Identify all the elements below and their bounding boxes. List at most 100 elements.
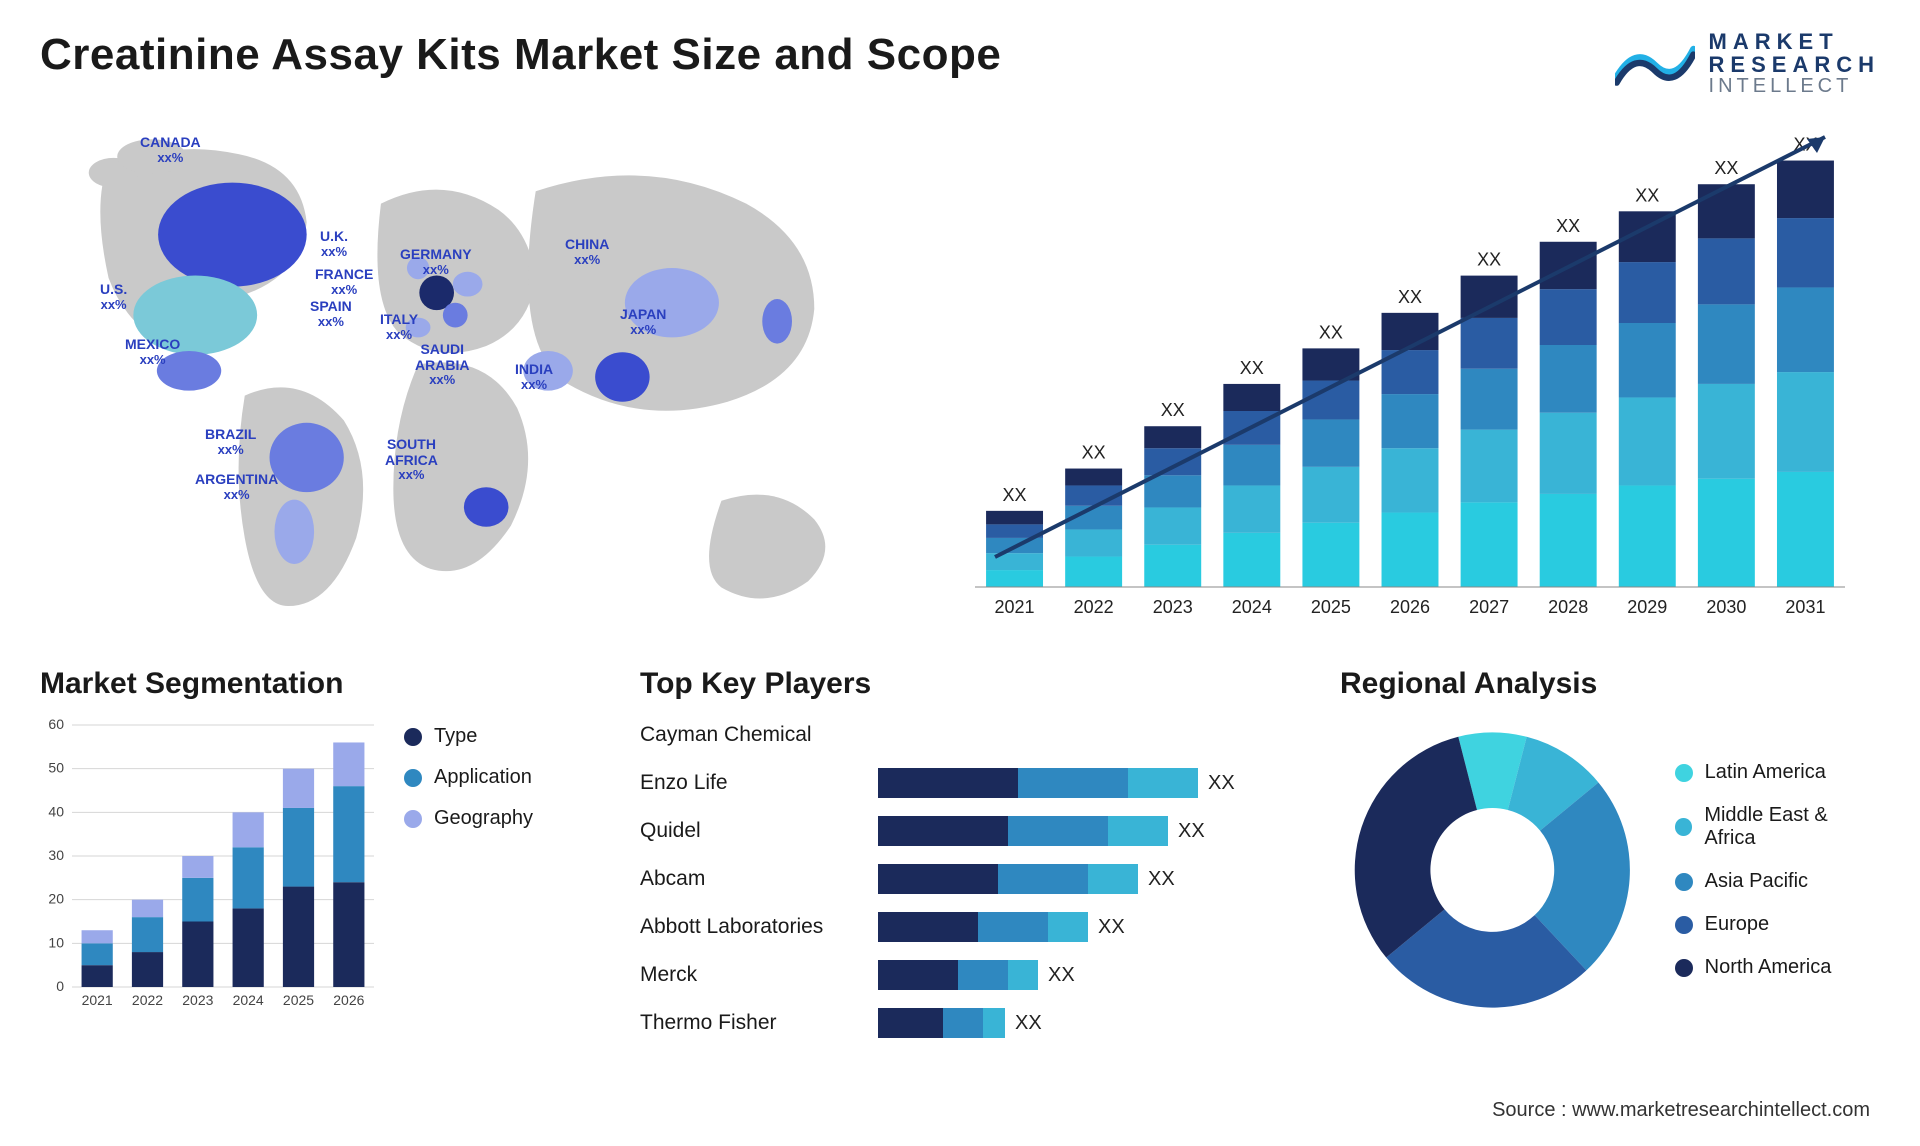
legend-item: Europe: [1675, 913, 1880, 936]
legend-swatch: [404, 810, 422, 828]
player-name: Abbott Laboratories: [640, 915, 864, 939]
seg-bar-segment: [283, 887, 314, 987]
player-bar-segment: [1008, 816, 1108, 846]
growth-bar-segment: [1461, 318, 1518, 369]
growth-bar-label: XX: [1240, 358, 1264, 378]
map-label: INDIAxx%: [515, 362, 553, 392]
map-country-pct: xx%: [515, 378, 553, 392]
regional-donut: [1340, 715, 1645, 1025]
legend-label: Geography: [434, 807, 533, 830]
legend-item: Application: [404, 766, 533, 789]
seg-ytick: 40: [48, 804, 64, 820]
player-bar-segment: [978, 912, 1048, 942]
seg-bar-segment: [233, 909, 264, 988]
player-name: Cayman Chemical: [640, 723, 864, 747]
logo-text-2: RESEARCH: [1709, 53, 1880, 76]
segmentation-panel: Market Segmentation 01020304050602021202…: [40, 667, 600, 1043]
growth-bar-segment: [1382, 448, 1439, 512]
regional-panel: Regional Analysis Latin AmericaMiddle Ea…: [1340, 667, 1880, 1043]
seg-bar-segment: [283, 769, 314, 808]
seg-bar-segment: [182, 856, 213, 878]
logo-mark-icon: [1615, 31, 1695, 96]
source-text: Source : www.marketresearchintellect.com: [1492, 1099, 1870, 1122]
map-country-name: FRANCE: [315, 266, 373, 282]
growth-bar-label: XX: [1398, 287, 1422, 307]
growth-bar-segment: [1540, 289, 1597, 345]
growth-bar-segment: [1698, 184, 1755, 238]
map-country-pct: xx%: [205, 443, 256, 457]
growth-bar-segment: [986, 511, 1043, 525]
growth-bar-segment: [1065, 530, 1122, 557]
seg-bar-segment: [82, 944, 113, 966]
legend-label: Application: [434, 766, 532, 789]
growth-bar-segment: [986, 570, 1043, 587]
growth-bar-label: XX: [1556, 216, 1580, 236]
growth-bar-segment: [1144, 508, 1201, 545]
growth-bar-segment: [1540, 345, 1597, 413]
player-bar-segment: [878, 768, 1018, 798]
seg-year-label: 2024: [233, 992, 264, 1008]
seg-ytick: 0: [56, 978, 64, 994]
seg-bar-segment: [182, 922, 213, 988]
player-bar: [878, 1008, 1005, 1038]
growth-bar-segment: [1777, 372, 1834, 472]
map-label: U.S.xx%: [100, 282, 127, 312]
player-value: XX: [1048, 964, 1075, 987]
growth-year-label: 2026: [1390, 597, 1430, 617]
seg-bar-segment: [82, 965, 113, 987]
player-bar-segment: [1108, 816, 1168, 846]
growth-year-label: 2022: [1074, 597, 1114, 617]
player-bar-segment: [878, 1008, 943, 1038]
map-label: SPAINxx%: [310, 299, 352, 329]
player-bar-segment: [1048, 912, 1088, 942]
legend-item: Asia Pacific: [1675, 870, 1880, 893]
seg-bar-segment: [283, 808, 314, 887]
map-country-pct: xx%: [320, 245, 348, 259]
map-label: GERMANYxx%: [400, 247, 472, 277]
map-country-name: MEXICO: [125, 336, 180, 352]
player-bar-segment: [878, 912, 978, 942]
growth-bar-segment: [1382, 313, 1439, 350]
growth-bar-segment: [1223, 445, 1280, 486]
seg-bar-segment: [333, 743, 364, 787]
growth-bar-segment: [1540, 413, 1597, 494]
growth-bar-segment: [1619, 323, 1676, 397]
growth-bar-segment: [1302, 420, 1359, 467]
map-country-name: CANADA: [140, 134, 201, 150]
map-country-name: INDIA: [515, 361, 553, 377]
growth-year-label: 2025: [1311, 597, 1351, 617]
player-bar-segment: [1018, 768, 1128, 798]
growth-bar-segment: [1698, 479, 1755, 587]
growth-bar-segment: [1619, 262, 1676, 323]
growth-bar-segment: [1461, 430, 1518, 503]
legend-item: Type: [404, 725, 533, 748]
growth-bar-segment: [1698, 384, 1755, 479]
legend-swatch: [404, 728, 422, 746]
player-row: Thermo FisherXX: [640, 1003, 1300, 1043]
player-row: Abbott LaboratoriesXX: [640, 907, 1300, 947]
regional-title: Regional Analysis: [1340, 667, 1880, 701]
page-title: Creatinine Assay Kits Market Size and Sc…: [40, 30, 1001, 80]
player-name: Enzo Life: [640, 771, 864, 795]
map-country-name: U.K.: [320, 228, 348, 244]
world-map: CANADAxx%U.S.xx%MEXICOxx%BRAZILxx%ARGENT…: [40, 117, 920, 637]
growth-bar-segment: [1223, 486, 1280, 533]
seg-bar-segment: [132, 900, 163, 917]
map-label: SAUDIARABIAxx%: [415, 342, 469, 387]
seg-bar-segment: [333, 882, 364, 987]
growth-bar-segment: [1698, 239, 1755, 305]
seg-ytick: 20: [48, 891, 64, 907]
brand-logo: MARKET RESEARCH INTELLECT: [1615, 30, 1880, 97]
seg-bar-segment: [132, 917, 163, 952]
legend-label: Type: [434, 725, 477, 748]
player-bar: [878, 768, 1198, 798]
player-bar-segment: [943, 1008, 983, 1038]
player-name: Merck: [640, 963, 864, 987]
player-row: Merck XX: [640, 955, 1300, 995]
map-label: ARGENTINAxx%: [195, 472, 278, 502]
growth-bar-label: XX: [1635, 185, 1659, 205]
map-label: U.K.xx%: [320, 229, 348, 259]
player-bar-segment: [958, 960, 1008, 990]
segmentation-title: Market Segmentation: [40, 667, 600, 701]
growth-year-label: 2023: [1153, 597, 1193, 617]
